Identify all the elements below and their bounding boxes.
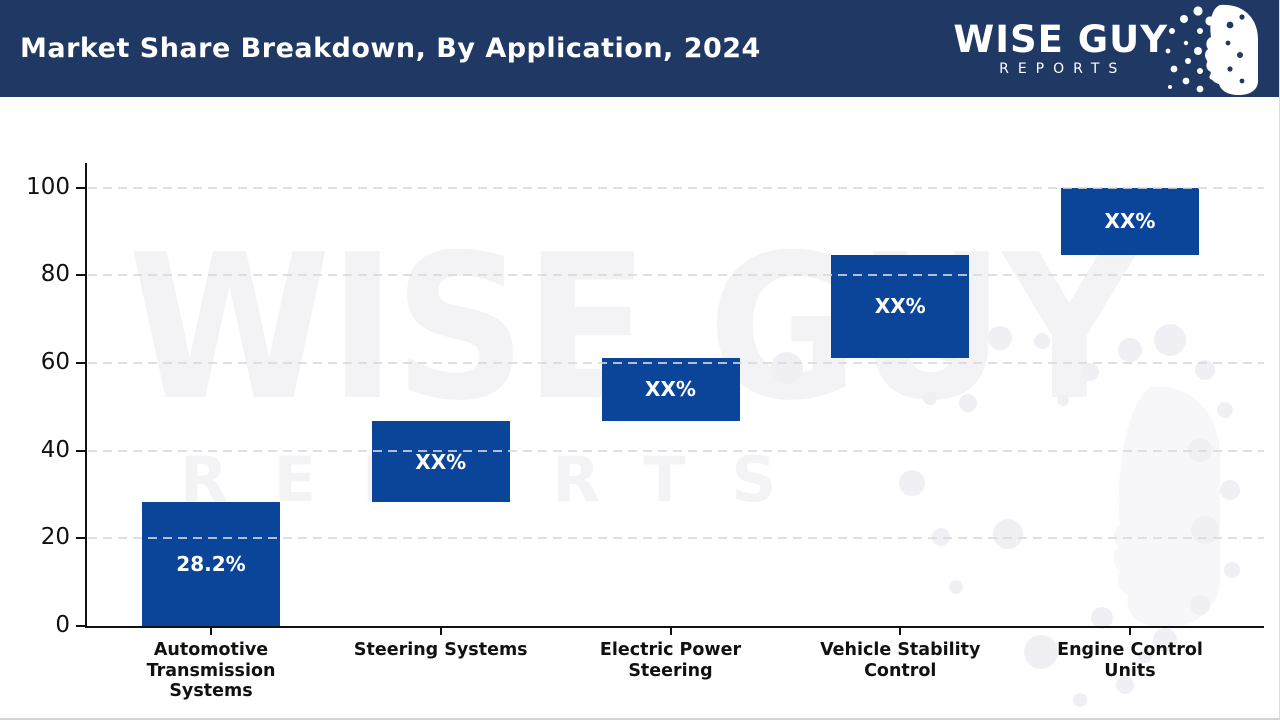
y-tick-mark: [76, 274, 85, 277]
bar-segment-2: [371, 420, 510, 503]
y-tick-mark: [76, 449, 85, 452]
x-tick-mark: [439, 626, 442, 635]
chart-area: WISE GUY REPORTS: [0, 97, 1279, 718]
logo-subtitle: REPORTS: [999, 61, 1127, 77]
bar-segment-1: [142, 502, 280, 626]
bar-value-label: XX%: [1104, 209, 1156, 234]
bar-value-label: XX%: [415, 449, 467, 474]
category-label: Electric Power Steering: [599, 640, 742, 681]
y-tick-mark: [76, 625, 85, 627]
x-tick-mark: [899, 626, 902, 635]
x-axis-spine: [85, 626, 1264, 628]
y-tick-mark: [76, 361, 85, 364]
brand-logo: WISE GUY REPORTS: [953, 3, 1266, 95]
y-tick-mark: [76, 537, 85, 540]
category-label: Engine Control Units: [1057, 640, 1203, 681]
bar-segment-4: [831, 255, 970, 358]
y-tick-label: 20: [40, 524, 70, 551]
x-tick-mark: [210, 626, 212, 635]
y-tick-label: 0: [55, 611, 70, 638]
category-label: Automotive Transmission Systems: [146, 640, 276, 702]
brand-logo-text: WISE GUY REPORTS: [953, 21, 1168, 76]
page-title: Market Share Breakdown, By Application, …: [20, 33, 761, 64]
bar-segment-5: [1061, 187, 1199, 256]
bar-value-label: XX%: [645, 377, 696, 402]
category-label: Steering Systems: [353, 640, 528, 660]
y-tick-label: 100: [26, 173, 70, 200]
logo-wordmark: WISE GUY: [953, 18, 1168, 61]
x-tick-mark: [669, 626, 672, 635]
category-label: Vehicle Stability Control: [820, 640, 981, 681]
bar-value-label: 28.2%: [176, 552, 246, 577]
bars-layer: [0, 97, 1279, 718]
bar-value-label: XX%: [874, 294, 926, 319]
header: Market Share Breakdown, By Application, …: [0, 0, 1279, 97]
face-profile-icon: [1165, 4, 1258, 95]
y-tick-label: 40: [40, 436, 70, 463]
bar-segment-3: [601, 357, 740, 421]
y-axis-spine: [85, 163, 87, 628]
y-tick-label: 80: [40, 261, 70, 288]
value-labels-layer: 28.2% XX% XX% XX% XX%: [0, 97, 1279, 718]
x-tick-mark: [1129, 626, 1131, 635]
y-tick-mark: [76, 186, 85, 189]
y-tick-label: 60: [40, 348, 70, 375]
